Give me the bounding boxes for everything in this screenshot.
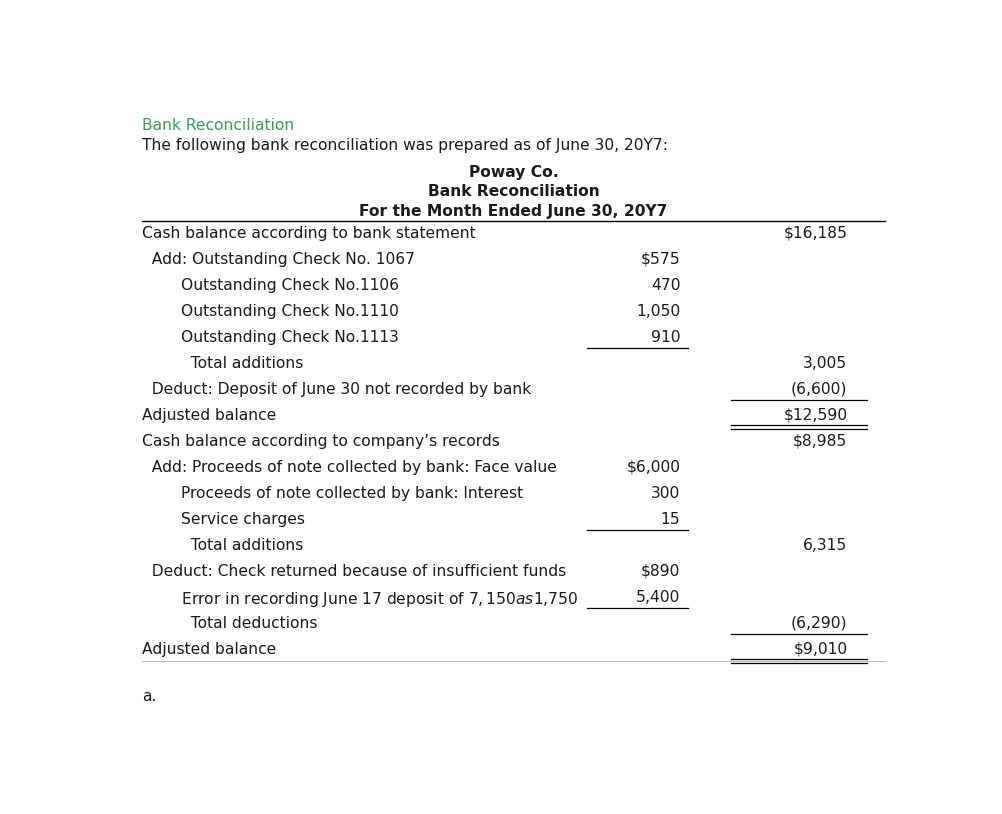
Text: Total deductions: Total deductions bbox=[142, 615, 318, 631]
Text: The following bank reconciliation was prepared as of June 30, 20Y7:: The following bank reconciliation was pr… bbox=[142, 138, 668, 153]
Text: $12,590: $12,590 bbox=[784, 408, 848, 422]
Text: Error in recording June 17 deposit of $7,150 as $1,750: Error in recording June 17 deposit of $7… bbox=[142, 589, 579, 609]
Text: Bank Reconciliation: Bank Reconciliation bbox=[142, 118, 295, 133]
Text: 470: 470 bbox=[651, 278, 680, 292]
Text: Outstanding Check No.1113: Outstanding Check No.1113 bbox=[142, 330, 399, 344]
Text: a.: a. bbox=[142, 689, 156, 704]
Text: 910: 910 bbox=[651, 330, 680, 344]
Text: (6,600): (6,600) bbox=[791, 382, 848, 396]
Text: For the Month Ended June 30, 20Y7: For the Month Ended June 30, 20Y7 bbox=[360, 204, 667, 219]
Text: Total additions: Total additions bbox=[142, 538, 304, 553]
Text: 5,400: 5,400 bbox=[636, 589, 680, 605]
Text: Deduct: Check returned because of insufficient funds: Deduct: Check returned because of insuff… bbox=[142, 563, 566, 579]
Text: 6,315: 6,315 bbox=[803, 538, 848, 553]
Text: Add: Proceeds of note collected by bank: Face value: Add: Proceeds of note collected by bank:… bbox=[142, 460, 557, 475]
Text: $16,185: $16,185 bbox=[784, 225, 848, 241]
Text: Add: Outstanding Check No. 1067: Add: Outstanding Check No. 1067 bbox=[142, 252, 416, 266]
Text: Outstanding Check No.1110: Outstanding Check No.1110 bbox=[142, 304, 399, 318]
Text: $9,010: $9,010 bbox=[794, 641, 848, 657]
Text: Bank Reconciliation: Bank Reconciliation bbox=[428, 184, 599, 199]
Text: 3,005: 3,005 bbox=[804, 356, 848, 370]
Text: Adjusted balance: Adjusted balance bbox=[142, 408, 277, 422]
Text: Service charges: Service charges bbox=[142, 512, 306, 527]
Text: (6,290): (6,290) bbox=[791, 615, 848, 631]
Text: Cash balance according to company’s records: Cash balance according to company’s reco… bbox=[142, 434, 500, 449]
Text: Total additions: Total additions bbox=[142, 356, 304, 370]
Text: $8,985: $8,985 bbox=[793, 434, 848, 449]
Text: Outstanding Check No.1106: Outstanding Check No.1106 bbox=[142, 278, 400, 292]
Text: $6,000: $6,000 bbox=[626, 460, 680, 475]
Text: $575: $575 bbox=[640, 252, 680, 266]
Text: Cash balance according to bank statement: Cash balance according to bank statement bbox=[142, 225, 476, 241]
Text: Adjusted balance: Adjusted balance bbox=[142, 641, 277, 657]
Text: Poway Co.: Poway Co. bbox=[469, 164, 558, 180]
Text: 1,050: 1,050 bbox=[636, 304, 680, 318]
Text: 15: 15 bbox=[660, 512, 680, 527]
Text: $890: $890 bbox=[641, 563, 680, 579]
Text: 300: 300 bbox=[651, 486, 680, 501]
Text: Deduct: Deposit of June 30 not recorded by bank: Deduct: Deposit of June 30 not recorded … bbox=[142, 382, 532, 396]
Text: Proceeds of note collected by bank: Interest: Proceeds of note collected by bank: Inte… bbox=[142, 486, 523, 501]
